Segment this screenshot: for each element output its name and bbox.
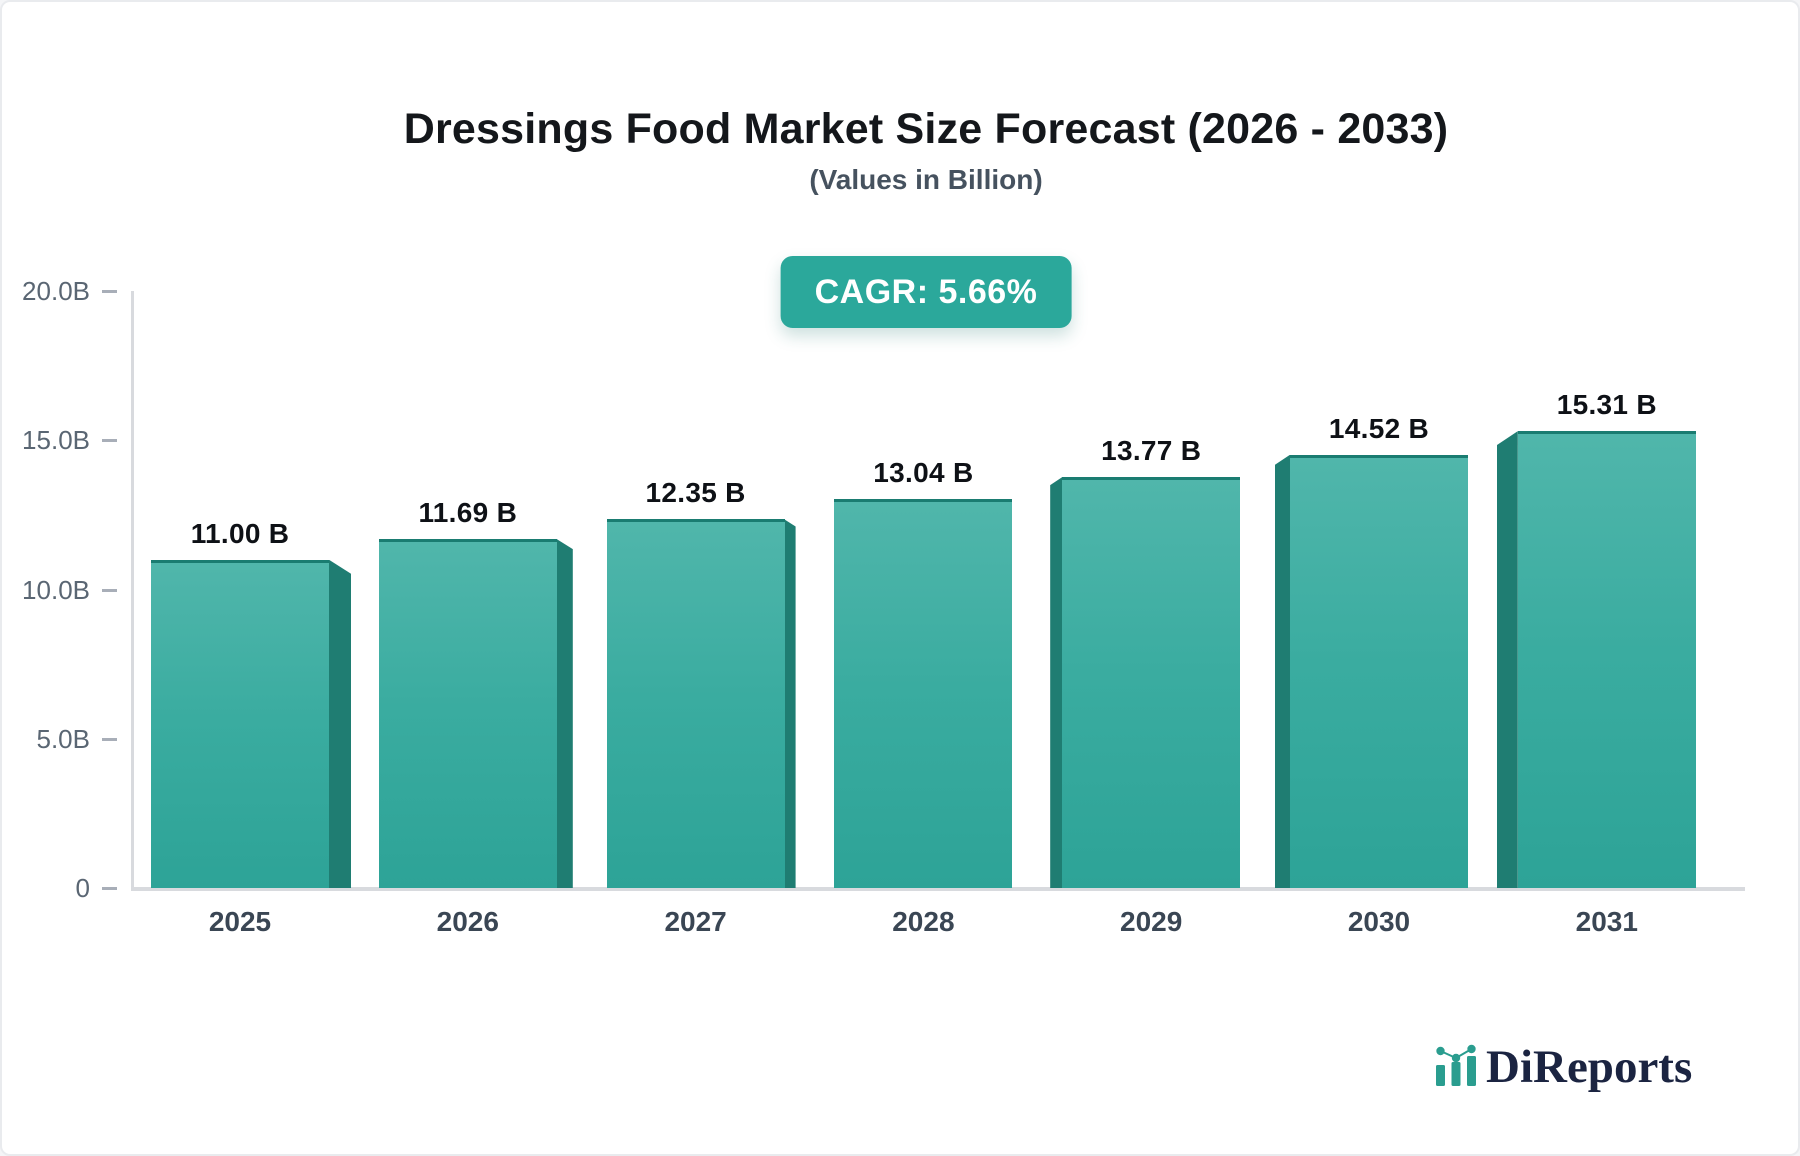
x-axis-category-label: 2031 (1575, 906, 1638, 937)
cagr-badge: CAGR: 5.66% (780, 256, 1072, 328)
y-axis-tick-label: 15.0B (22, 425, 90, 456)
logo-text: DiReports (1486, 1041, 1693, 1093)
chart-subtitle: (Values in Billion) (809, 164, 1043, 195)
bar-3d-side (1050, 477, 1063, 888)
y-axis-tick-label: 20.0B (22, 276, 90, 307)
y-axis-tick-label: 0 (75, 873, 90, 903)
y-axis-tick-label: 5.0B (36, 723, 91, 754)
bar (834, 498, 1013, 888)
y-axis-tick-label: 10.0B (22, 574, 90, 605)
x-axis-category-label: 2029 (1120, 906, 1183, 937)
y-axis-tick (102, 290, 117, 294)
direports-logo: DiReports (1434, 1038, 1704, 1098)
bar-value-label: 12.35 B (645, 477, 746, 509)
bar-3d-side (1496, 431, 1518, 888)
chart-title: Dressings Food Market Size Forecast (202… (403, 105, 1449, 153)
bar (151, 559, 329, 888)
y-axis-line (131, 291, 134, 891)
y-axis-tick (102, 737, 117, 741)
bar-value-label: 13.77 B (1101, 435, 1202, 467)
x-axis-category-label: 2028 (892, 906, 955, 937)
bar (1517, 431, 1696, 888)
y-axis-tick (102, 439, 117, 443)
y-axis-tick (102, 887, 117, 890)
x-axis-category-label: 2027 (664, 906, 727, 937)
bar-3d-side (329, 559, 351, 888)
x-axis-category-label: 2030 (1347, 906, 1411, 937)
x-axis-category-label: 2026 (436, 906, 499, 937)
bar-3d-side (784, 519, 796, 888)
bar-value-label: 15.31 B (1556, 389, 1657, 421)
bar-3d-side (556, 539, 573, 888)
bar-value-label: 14.52 B (1328, 412, 1430, 444)
bar (606, 519, 785, 888)
bar-line-chart-icon (1434, 1040, 1482, 1095)
x-axis-line (131, 887, 1745, 891)
x-axis-category-label: 2025 (208, 906, 272, 937)
bar-value-label: 11.69 B (418, 497, 518, 529)
y-axis-tick (102, 588, 117, 592)
bar-value-label: 11.00 B (190, 517, 290, 549)
bar-value-label: 13.04 B (873, 456, 974, 488)
bar (378, 539, 557, 888)
bar (1062, 477, 1241, 888)
bar (1290, 454, 1468, 888)
bar-3d-side (1275, 454, 1290, 888)
